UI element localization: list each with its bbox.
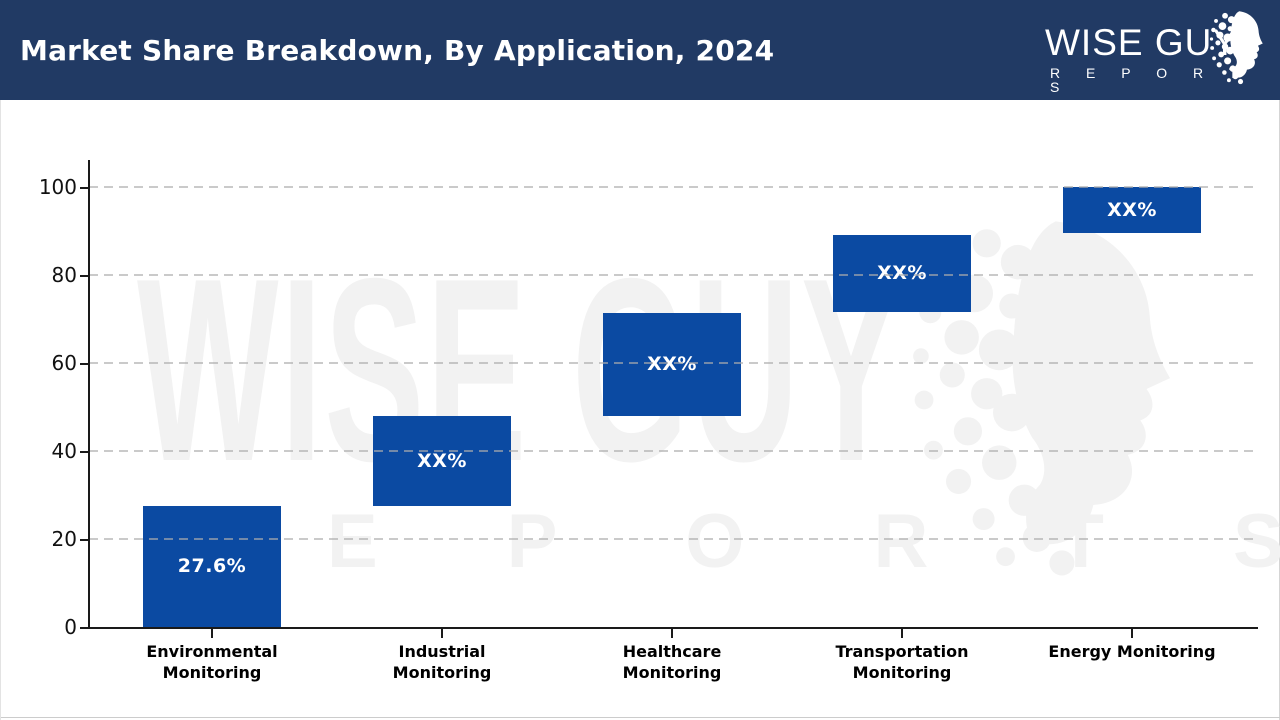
bar-segment: XX%	[603, 312, 741, 416]
bar-value-label: XX%	[417, 449, 467, 472]
x-category-label: Environmental Monitoring	[146, 642, 278, 683]
y-tick-label: 0	[64, 615, 77, 639]
bar-value-label: 27.6%	[177, 555, 247, 578]
gridline	[89, 362, 1257, 364]
y-tick-mark	[80, 187, 89, 189]
y-tick-mark	[80, 627, 89, 629]
x-tick-mark	[1131, 629, 1133, 638]
bar-segment: XX%	[1063, 187, 1201, 234]
x-tick-mark	[441, 629, 443, 638]
watermark-text-line2: R E P O R T S	[143, 499, 1280, 584]
bar-segment: XX%	[373, 415, 511, 506]
header-bar: Market Share Breakdown, By Application, …	[0, 0, 1280, 100]
y-tick-mark	[80, 363, 89, 365]
gridline	[89, 186, 1257, 188]
x-axis-line	[88, 627, 1258, 629]
bottom-divider	[1, 717, 1280, 718]
x-category-label: Industrial Monitoring	[392, 642, 492, 683]
bar-value-label: XX%	[1107, 199, 1157, 222]
x-tick-mark	[211, 629, 213, 638]
x-category-label: Energy Monitoring	[1048, 642, 1216, 661]
x-tick-mark	[671, 629, 673, 638]
wise-guy-face-logo-icon	[1207, 8, 1265, 88]
x-tick-mark	[901, 629, 903, 638]
chart-area: WISE GUY R E P O R T S 27.6% XX% XX% XX% XX%…	[0, 100, 1280, 720]
y-tick-label: 80	[51, 263, 77, 287]
y-tick-mark	[80, 539, 89, 541]
y-tick-mark	[80, 275, 89, 277]
gridline	[89, 450, 1257, 452]
brand-subtitle: R E P O R T S	[1050, 65, 1249, 95]
bar-segment: XX%	[833, 234, 971, 312]
bar-value-label: XX%	[647, 353, 697, 376]
watermark-text-line1: WISE GUY	[137, 223, 904, 516]
brand-name: WISE GUY	[1045, 22, 1239, 63]
y-tick-label: 60	[51, 351, 77, 375]
y-tick-mark	[80, 451, 89, 453]
bar-segment: 27.6%	[143, 505, 281, 627]
y-tick-label: 20	[51, 527, 77, 551]
y-axis-line	[88, 160, 90, 629]
y-tick-label: 100	[38, 175, 77, 199]
bar-value-label: XX%	[877, 262, 927, 285]
x-category-label: Transportation Monitoring	[835, 642, 969, 683]
x-category-label: Healthcare Monitoring	[622, 642, 722, 683]
y-tick-label: 40	[51, 439, 77, 463]
brand-wordmark: WISE GUY R E P O R T S	[1045, 24, 1280, 94]
gridline	[89, 538, 1257, 540]
page-title: Market Share Breakdown, By Application, …	[20, 33, 775, 67]
gridline	[89, 274, 1257, 276]
